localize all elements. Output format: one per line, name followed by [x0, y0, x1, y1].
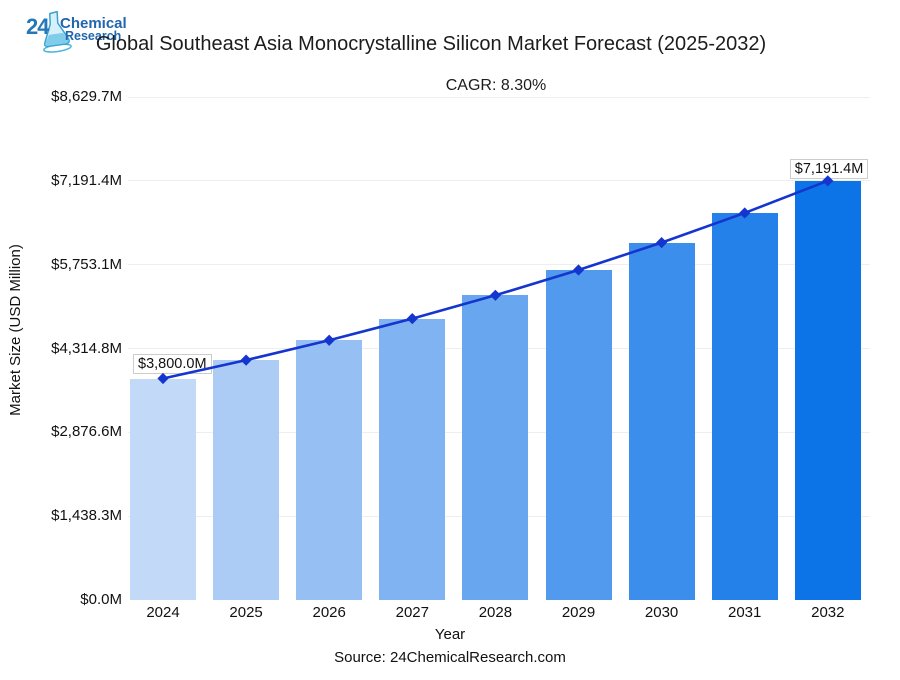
chart-title: Global Southeast Asia Monocrystalline Si…	[95, 33, 767, 55]
y-tick-label: $2,876.6M	[51, 423, 122, 441]
bar-2032	[794, 180, 861, 600]
bar-2030	[628, 242, 695, 600]
data-label-2032: $7,191.4M	[789, 158, 869, 179]
y-tick-label: $5,753.1M	[51, 255, 122, 273]
data-label-2024: $3,800.0M	[133, 354, 212, 374]
logo-number: 24	[26, 14, 50, 39]
y-tick-label: $4,314.8M	[51, 339, 122, 357]
bar-2029	[545, 270, 612, 600]
y-tick-label: $7,191.4M	[51, 171, 122, 189]
logo-word-research: Research	[65, 29, 122, 43]
x-tick-label: 2027	[395, 604, 429, 621]
bar-2025	[213, 360, 280, 600]
bar-2028	[462, 295, 529, 600]
source-caption: Source: 24ChemicalResearch.com	[334, 649, 566, 666]
y-tick-label: $0.0M	[80, 591, 122, 608]
y-tick-label: $8,629.7M	[51, 88, 122, 105]
bar-2027	[379, 318, 446, 600]
y-tick-label: $1,438.3M	[51, 507, 122, 525]
gridline	[128, 96, 870, 98]
bar-2031	[711, 212, 778, 600]
x-tick-label: 2030	[644, 604, 679, 621]
x-tick-label: 2032	[811, 604, 845, 621]
x-tick-label: 2025	[229, 604, 263, 621]
company-logo: 24 Chemical Research	[24, 8, 134, 53]
bar-2026	[296, 340, 363, 600]
logo-word-chemical: Chemical	[60, 15, 127, 32]
x-tick-label: 2026	[312, 604, 346, 621]
x-tick-label: 2031	[728, 604, 762, 621]
x-tick-label: 2028	[478, 604, 513, 621]
x-axis-title: Year	[434, 626, 466, 643]
gridline	[128, 180, 870, 182]
bar-2024	[130, 378, 196, 600]
cagr-label: CAGR: 8.30%	[445, 77, 547, 94]
x-tick-label: 2024	[146, 604, 180, 621]
x-tick-label: 2029	[561, 604, 596, 621]
flask-icon	[37, 8, 75, 59]
